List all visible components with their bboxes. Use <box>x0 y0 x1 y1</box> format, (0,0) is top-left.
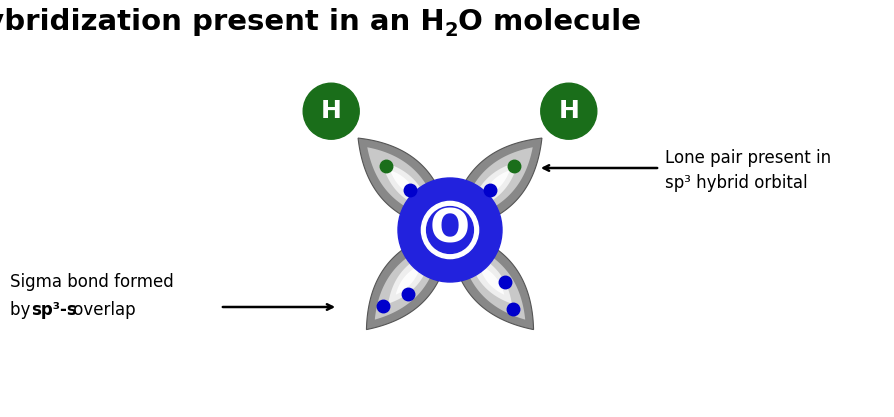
Text: H: H <box>320 99 342 123</box>
Text: overlap: overlap <box>69 301 136 319</box>
Text: O: O <box>429 208 469 253</box>
Polygon shape <box>395 265 420 295</box>
Circle shape <box>421 201 478 259</box>
Polygon shape <box>388 252 431 304</box>
Polygon shape <box>367 147 438 219</box>
Text: 2: 2 <box>444 20 458 40</box>
Polygon shape <box>450 138 542 230</box>
Polygon shape <box>358 138 450 230</box>
Circle shape <box>398 178 502 282</box>
Text: Sigma bond formed: Sigma bond formed <box>10 273 173 291</box>
Polygon shape <box>478 265 503 295</box>
Circle shape <box>540 83 596 139</box>
Text: sp³ hybrid orbital: sp³ hybrid orbital <box>664 174 806 192</box>
Text: H: H <box>558 99 578 123</box>
Polygon shape <box>468 252 511 304</box>
Polygon shape <box>382 162 429 210</box>
Text: Lone pair present in: Lone pair present in <box>664 149 831 167</box>
Text: Hybridization present in an H: Hybridization present in an H <box>0 8 444 36</box>
Polygon shape <box>375 242 440 319</box>
Polygon shape <box>450 230 533 329</box>
Text: O molecule: O molecule <box>458 8 640 36</box>
Polygon shape <box>460 242 525 319</box>
Polygon shape <box>460 147 532 219</box>
Circle shape <box>303 83 358 139</box>
Circle shape <box>426 206 473 254</box>
Polygon shape <box>390 170 417 198</box>
Text: sp³-s: sp³-s <box>31 301 77 319</box>
Polygon shape <box>482 170 510 198</box>
Text: by: by <box>10 301 36 319</box>
Polygon shape <box>366 230 450 329</box>
Polygon shape <box>469 162 518 210</box>
